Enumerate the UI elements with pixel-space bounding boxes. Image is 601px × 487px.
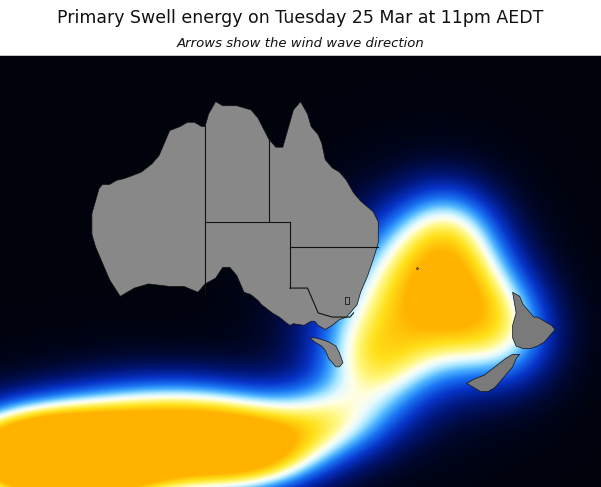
- Polygon shape: [310, 338, 343, 367]
- Text: Arrows show the wind wave direction: Arrows show the wind wave direction: [177, 37, 424, 50]
- Polygon shape: [513, 292, 555, 349]
- Text: Primary Swell energy on Tuesday 25 Mar at 11pm AEDT: Primary Swell energy on Tuesday 25 Mar a…: [57, 9, 544, 27]
- Polygon shape: [466, 355, 520, 392]
- Polygon shape: [92, 102, 378, 330]
- Polygon shape: [416, 267, 418, 270]
